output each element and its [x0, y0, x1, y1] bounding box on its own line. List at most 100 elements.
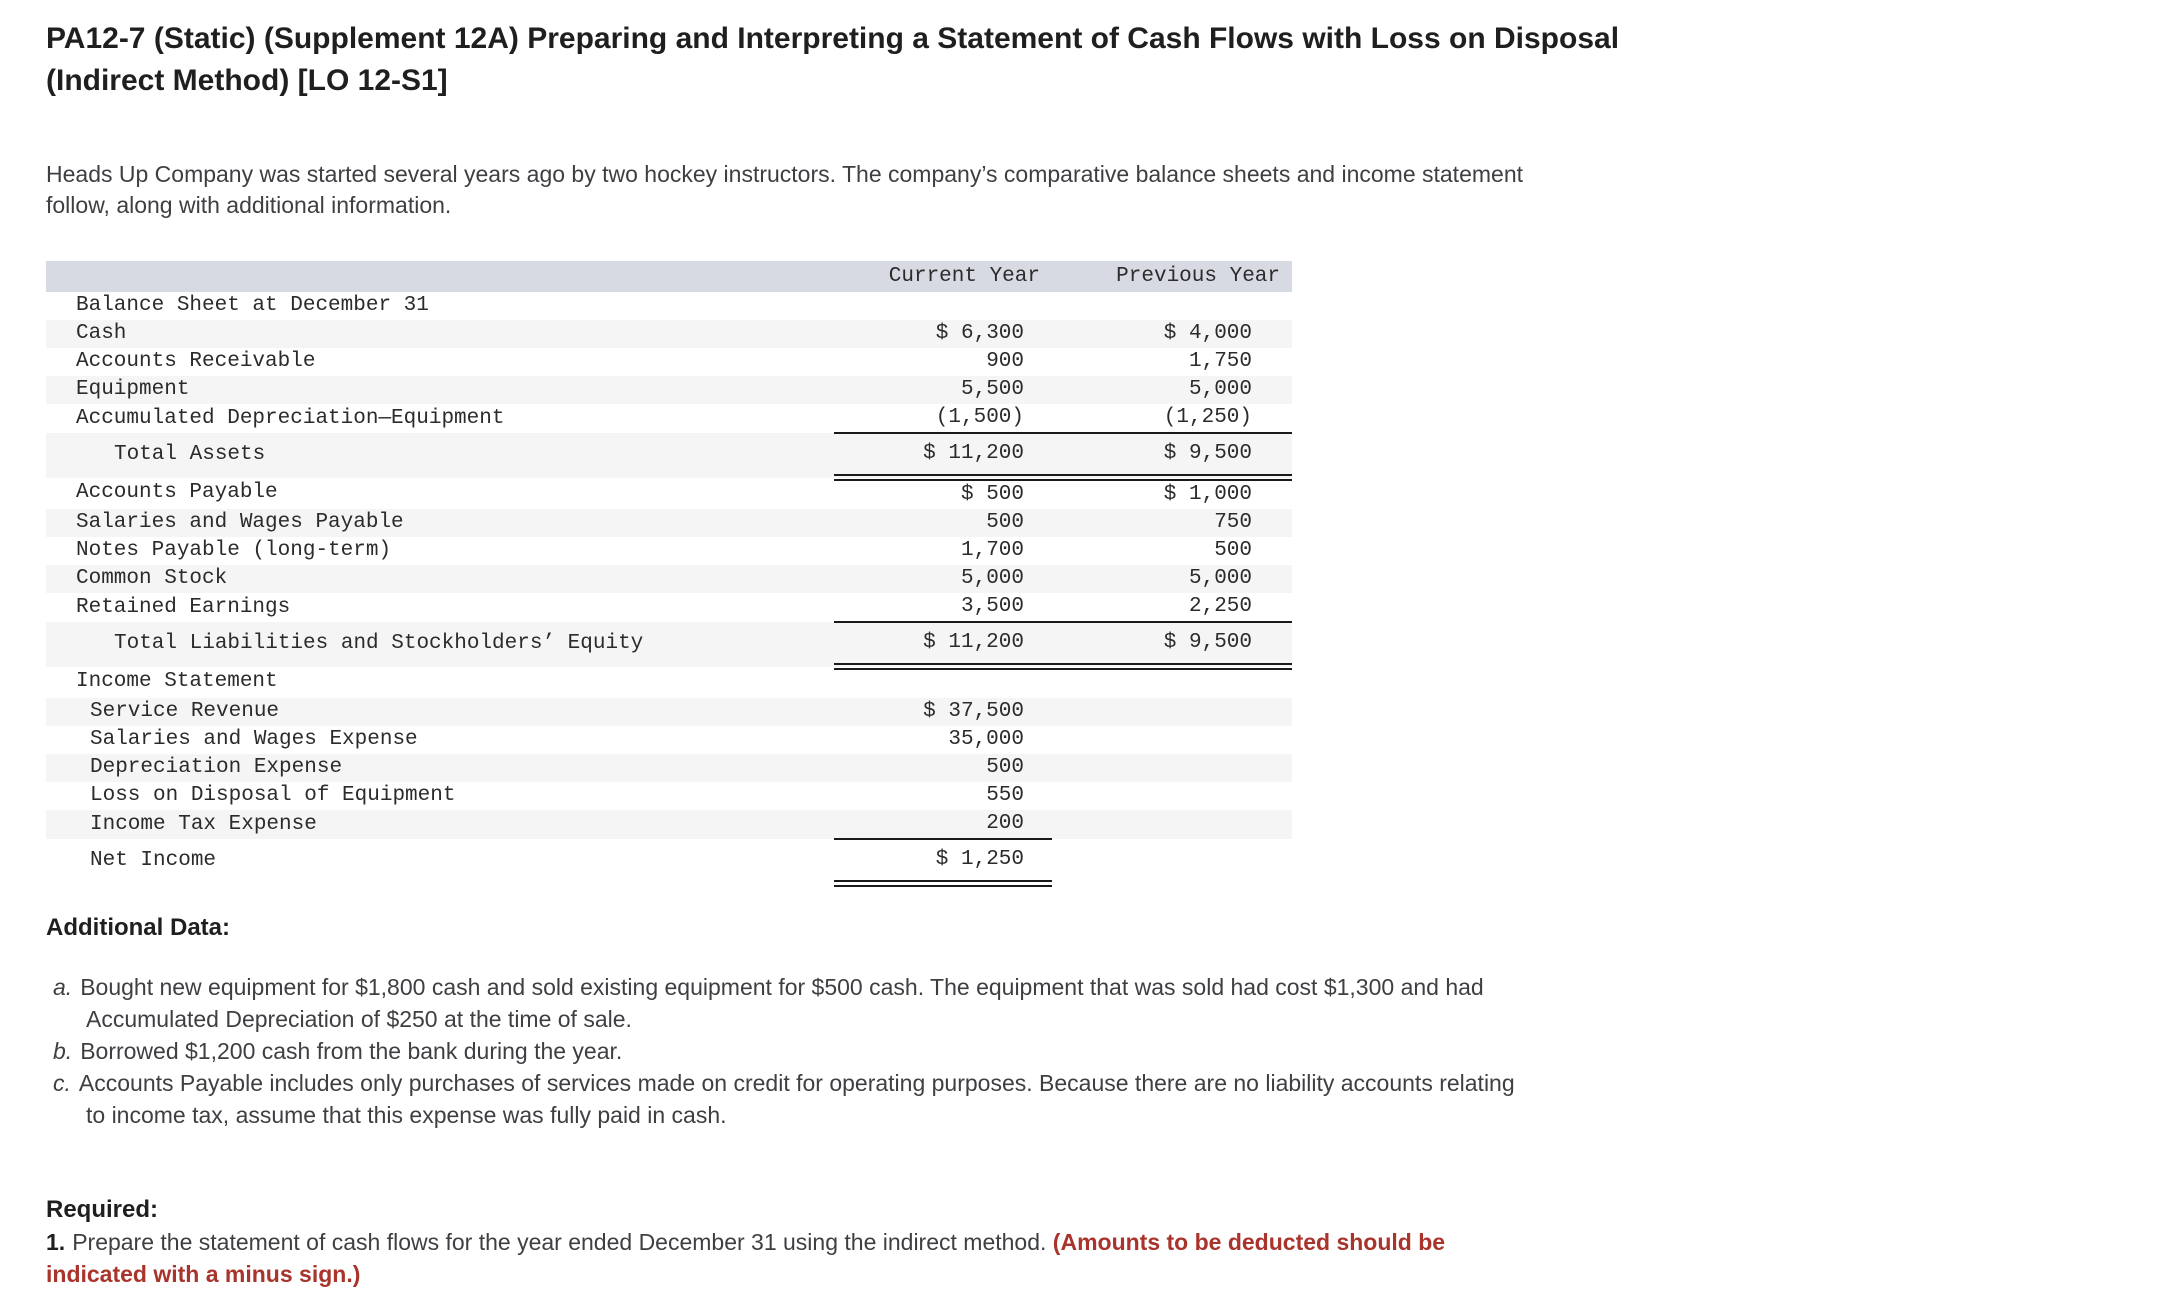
row-label: Equipment [76, 378, 190, 401]
row-label: Balance Sheet at December 31 [76, 294, 429, 317]
row-label: Common Stock [76, 567, 228, 590]
table-row: Salaries and Wages Expense 35,000 [46, 726, 1292, 754]
table-row: Equipment 5,500 5,000 [46, 376, 1292, 404]
row-label: Accumulated Depreciation—Equipment [76, 406, 505, 430]
additional-data-item-c: c. Accounts Payable includes only purchas… [46, 1067, 1536, 1131]
additional-data-item-a: a. Bought new equipment for $1,800 cash a… [46, 971, 1536, 1035]
required-note: (Amounts to be deducted should be indica… [46, 1229, 1446, 1287]
table-row: Salaries and Wages Payable 500 750 [46, 509, 1292, 537]
current-year-value: $ 37,500 [923, 700, 1024, 723]
table-row: Income Statement [46, 667, 1292, 699]
current-year-value: 550 [986, 784, 1024, 807]
previous-year-value [1052, 292, 1292, 320]
table-row: Total Liabilities and Stockholders’ Equi… [46, 622, 1292, 670]
financial-statements-table: Current Year Previous Year Balance Sheet… [46, 261, 1292, 887]
row-label: Salaries and Wages Expense [90, 728, 418, 751]
item-text: Accounts Payable includes only purchases… [78, 1070, 1515, 1128]
item-text: Borrowed $1,200 cash from the bank durin… [80, 1038, 623, 1064]
previous-year-value: 500 [1214, 539, 1252, 562]
current-year-value [834, 292, 1052, 320]
previous-year-value: $ 1,000 [1163, 483, 1252, 506]
financial-table-body: Balance Sheet at December 31 Cash $ 6,300 $… [46, 292, 1292, 887]
row-label: Income Statement [76, 670, 278, 694]
row-label: Service Revenue [90, 700, 280, 723]
item-letter: c. [53, 1070, 71, 1096]
previous-year-value: 5,000 [1188, 378, 1252, 401]
row-label: Total Assets [114, 443, 266, 467]
row-label: Salaries and Wages Payable [76, 511, 404, 534]
required-item-text: Prepare the statement of cash flows for … [72, 1229, 1053, 1255]
row-label: Depreciation Expense [90, 756, 343, 779]
table-row: Service Revenue $ 37,500 [46, 698, 1292, 726]
current-year-value: $ 11,200 [834, 622, 1052, 670]
previous-year-value: $ 4,000 [1163, 322, 1252, 345]
previous-year-value [1052, 726, 1292, 754]
current-year-value [834, 667, 1052, 699]
current-year-value: $ 1,250 [834, 839, 1052, 887]
current-year-value: 500 [986, 756, 1024, 779]
item-letter: b. [53, 1038, 73, 1064]
current-year-value: 5,500 [960, 378, 1024, 401]
table-row: Income Tax Expense 200 [46, 810, 1292, 840]
current-year-value: $ 500 [960, 483, 1024, 506]
required-item-number: 1. [46, 1229, 66, 1255]
previous-year-value [1052, 839, 1292, 884]
additional-data-list: a. Bought new equipment for $1,800 cash a… [46, 971, 1536, 1131]
table-row: Balance Sheet at December 31 [46, 292, 1292, 320]
row-label: Accounts Receivable [76, 350, 316, 373]
current-year-value: $ 11,200 [834, 433, 1052, 481]
table-row: Cash $ 6,300 $ 4,000 [46, 320, 1292, 348]
table-row: Total Assets $ 11,200 $ 9,500 [46, 433, 1292, 481]
item-letter: a. [53, 974, 73, 1000]
previous-year-value [1052, 667, 1292, 699]
item-text: Bought new equipment for $1,800 cash and… [80, 974, 1484, 1032]
additional-data-item-b: b. Borrowed $1,200 cash from the bank dur… [46, 1035, 1536, 1067]
table-row: Retained Earnings 3,500 2,250 [46, 593, 1292, 623]
table-row: Accounts Receivable 900 1,750 [46, 348, 1292, 376]
previous-year-value [1052, 810, 1292, 839]
row-label: Net Income [90, 849, 217, 873]
required-item-1: 1. Prepare the statement of cash flows fo… [46, 1226, 1536, 1290]
row-label: Cash [76, 322, 127, 345]
row-label: Income Tax Expense [90, 812, 317, 836]
table-row: Common Stock 5,000 5,000 [46, 565, 1292, 593]
current-year-value: 500 [986, 511, 1024, 534]
table-row: Loss on Disposal of Equipment 550 [46, 782, 1292, 810]
column-header-current-year: Current Year [834, 261, 1052, 292]
column-header-previous-year: Previous Year [1052, 261, 1292, 292]
table-header-row: Current Year Previous Year [46, 261, 1292, 292]
previous-year-value: 750 [1214, 511, 1252, 534]
previous-year-value [1052, 754, 1292, 782]
current-year-value: 1,700 [960, 539, 1024, 562]
current-year-value: 3,500 [834, 593, 1052, 623]
row-label: Retained Earnings [76, 595, 291, 619]
row-label: Notes Payable (long-term) [76, 539, 392, 562]
table-row: Accounts Payable $ 500 $ 1,000 [46, 478, 1292, 510]
table-row: Net Income $ 1,250 [46, 839, 1292, 887]
row-label: Accounts Payable [76, 481, 278, 505]
previous-year-value [1052, 782, 1292, 810]
current-year-value: 5,000 [960, 567, 1024, 590]
current-year-value: 900 [986, 350, 1024, 373]
problem-title: PA12-7 (Static) (Supplement 12A) Prepari… [46, 22, 1620, 97]
table-row: Depreciation Expense 500 [46, 754, 1292, 782]
previous-year-value: (1,250) [1052, 404, 1292, 434]
current-year-value: 35,000 [948, 728, 1024, 751]
current-year-value: 200 [834, 810, 1052, 840]
row-label: Loss on Disposal of Equipment [90, 784, 456, 807]
table-row: Notes Payable (long-term) 1,700 500 [46, 537, 1292, 565]
previous-year-value: 1,750 [1188, 350, 1252, 373]
previous-year-value: 2,250 [1052, 593, 1292, 623]
required-heading: Required: [46, 1196, 159, 1223]
row-label-header [46, 261, 834, 292]
table-row: Accumulated Depreciation—Equipment (1,500… [46, 404, 1292, 434]
previous-year-value: 5,000 [1188, 567, 1252, 590]
row-label: Total Liabilities and Stockholders’ Equi… [114, 632, 644, 656]
current-year-value: (1,500) [834, 404, 1052, 434]
previous-year-value [1052, 698, 1292, 726]
additional-data-heading: Additional Data: [46, 914, 230, 941]
intro-paragraph: Heads Up Company was started several yea… [46, 161, 1523, 218]
current-year-value: $ 6,300 [935, 322, 1024, 345]
